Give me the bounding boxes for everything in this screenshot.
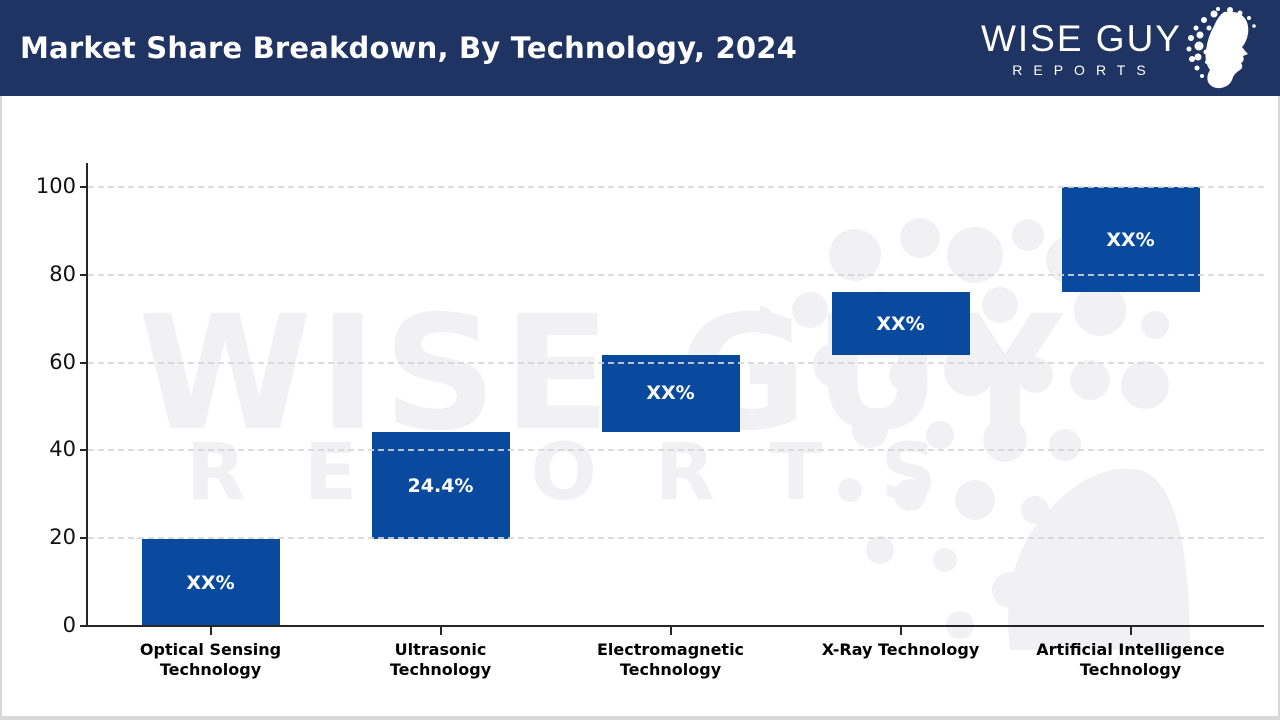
- y-axis-tick-label-0: 0: [62, 613, 76, 637]
- x-axis-tick-3: [669, 627, 672, 635]
- x-axis-tick-2: [439, 627, 442, 635]
- bar-value-label-4: XX%: [876, 312, 925, 335]
- watermark-brand-subtitle: REPORTS: [186, 428, 995, 518]
- bar-5: XX%: [1061, 187, 1200, 293]
- bar-value-label-2: 24.4%: [407, 474, 474, 497]
- x-axis-tick-1: [209, 627, 212, 635]
- bar-value-label-5: XX%: [1106, 228, 1155, 251]
- x-axis-category-label-5: Artificial Intelligence Technology: [1036, 640, 1225, 679]
- x-axis-category-label-2: Ultrasonic Technology: [389, 640, 492, 679]
- content-frame: [0, 96, 1280, 720]
- gridline-y-80: [88, 273, 1264, 276]
- bar-1: XX%: [141, 539, 280, 626]
- y-axis-tick-label-100: 100: [35, 174, 76, 198]
- bar-4: XX%: [831, 292, 970, 355]
- y-axis-tick-40: [80, 449, 88, 452]
- y-axis-tick-100: [80, 186, 88, 188]
- x-axis-category-label-3: Electromagnetic Technology: [596, 640, 745, 679]
- gridline-y-60: [88, 361, 1264, 364]
- x-axis-category-label-4: X-Ray Technology: [821, 640, 980, 659]
- brand-logo-text: WISE GUY REPORTS: [981, 17, 1182, 79]
- brand-subtitle: REPORTS: [1012, 62, 1157, 78]
- y-axis-tick-20: [80, 537, 88, 540]
- bar-3: XX%: [601, 354, 740, 432]
- x-axis-tick-4: [899, 627, 902, 635]
- y-axis-line: [86, 163, 88, 627]
- bar-value-label-1: XX%: [186, 571, 235, 594]
- page-title: Market Share Breakdown, By Technology, 2…: [20, 31, 798, 65]
- x-axis-line: [86, 625, 1264, 627]
- brand-name: WISE GUY: [980, 18, 1182, 59]
- brand-logo: WISE GUY REPORTS: [981, 6, 1262, 90]
- bar-value-label-3: XX%: [646, 382, 695, 405]
- gridline-y-20: [88, 537, 1264, 540]
- y-axis-tick-label-20: 20: [49, 525, 76, 550]
- dotted-face-profile-icon: [1186, 7, 1256, 89]
- gridline-y-100: [88, 186, 1264, 188]
- y-axis-tick-0: [80, 625, 88, 627]
- bar-2: 24.4%: [371, 431, 510, 540]
- header-bar: Market Share Breakdown, By Technology, 2…: [0, 0, 1280, 96]
- y-axis-tick-label-80: 80: [49, 261, 76, 286]
- x-axis-category-label-1: Optical Sensing Technology: [139, 640, 282, 679]
- y-axis-tick-80: [80, 273, 88, 276]
- y-axis-tick-label-60: 60: [49, 349, 76, 374]
- x-axis-tick-5: [1129, 627, 1132, 635]
- y-axis-tick-label-40: 40: [49, 437, 76, 462]
- gridline-y-40: [88, 449, 1264, 452]
- y-axis-tick-60: [80, 361, 88, 364]
